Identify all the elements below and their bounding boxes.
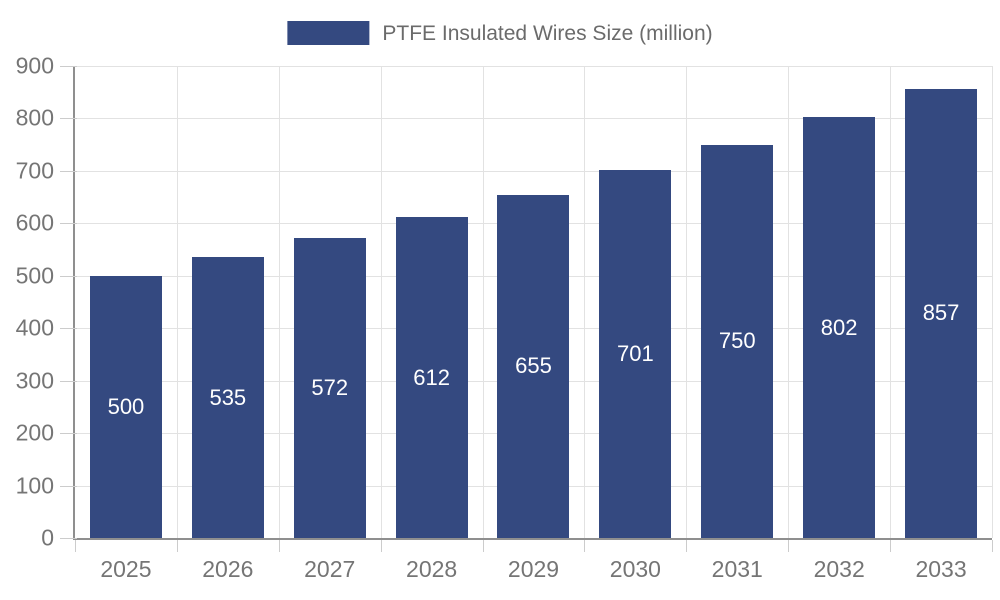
x-axis-tick <box>788 540 790 552</box>
gridline-vertical <box>380 66 382 538</box>
legend[interactable]: PTFE Insulated Wires Size (million) <box>287 21 713 45</box>
bar: 612 <box>395 217 468 538</box>
y-axis-tick-label: 900 <box>15 52 54 79</box>
bar-value-label: 857 <box>922 300 960 326</box>
bar-value-label: 701 <box>617 341 654 367</box>
bar-value-label: 500 <box>107 393 145 419</box>
bar-slot: 572 <box>279 66 381 538</box>
bar-value-label: 802 <box>820 314 858 340</box>
x-axis-tick <box>75 540 76 552</box>
gridline-horizontal <box>75 118 992 120</box>
gridline-vertical <box>890 66 892 538</box>
gridline-vertical <box>584 66 586 538</box>
y-axis-tick-label: 200 <box>15 419 54 446</box>
y-axis-tick <box>60 485 77 487</box>
bar-slot: 802 <box>788 66 890 538</box>
gridline-horizontal <box>75 66 992 67</box>
plot-area: 0 100 200 300 400 500 600 700 800 900 500 2025 535 20… <box>16 54 993 581</box>
y-axis-tick-label: 400 <box>15 314 54 341</box>
x-axis-tick <box>176 540 178 552</box>
y-axis-tick <box>60 275 77 277</box>
x-axis-tick <box>584 540 586 552</box>
y-axis-tick <box>60 170 77 172</box>
y-axis-tick-label: 800 <box>15 104 54 131</box>
legend-label: PTFE Insulated Wires Size (million) <box>382 21 713 45</box>
x-axis-tick <box>992 540 993 552</box>
x-axis-tick-label: 2027 <box>304 556 356 582</box>
bar-slot: 535 <box>177 66 279 538</box>
gridline-vertical <box>992 66 993 538</box>
bar-slot: 612 <box>381 66 483 538</box>
bar: 750 <box>701 144 774 538</box>
y-axis-tick <box>60 538 77 539</box>
x-axis-tick <box>890 540 892 552</box>
x-axis-tick <box>482 540 484 552</box>
bar: 500 <box>89 275 162 538</box>
bar-slot: 750 <box>686 66 788 538</box>
x-axis-tick-label: 2032 <box>813 556 865 582</box>
bar-value-label: 750 <box>718 328 756 354</box>
legend-swatch <box>287 21 370 45</box>
x-axis-tick-label: 2033 <box>915 556 967 582</box>
x-axis-tick-label: 2026 <box>202 556 254 582</box>
gridline-vertical <box>788 66 790 538</box>
bar-value-label: 572 <box>311 375 349 401</box>
y-axis-tick-label: 300 <box>15 367 54 394</box>
bar: 857 <box>905 88 978 538</box>
bar-value-label: 535 <box>209 384 247 410</box>
bar: 802 <box>803 117 876 538</box>
bar: 701 <box>599 170 672 538</box>
bar-slot: 857 <box>890 66 992 538</box>
y-axis-tick <box>60 433 77 435</box>
gridline-vertical <box>686 66 688 538</box>
gridline-horizontal <box>75 170 992 172</box>
y-axis-tick-label: 100 <box>15 472 54 499</box>
bar-slot: 655 <box>483 66 585 538</box>
bar-value-label: 655 <box>515 353 552 379</box>
y-axis-tick <box>60 118 77 120</box>
bar-slot: 500 <box>75 66 177 538</box>
y-axis-tick-label: 700 <box>15 157 54 184</box>
bar-value-label: 612 <box>413 364 450 390</box>
x-axis-tick-label: 2029 <box>507 556 560 582</box>
y-axis-tick-label: 600 <box>15 209 54 236</box>
x-axis-tick <box>686 540 688 552</box>
y-axis-tick <box>60 380 77 382</box>
bar: 535 <box>191 257 264 538</box>
x-axis-tick <box>380 540 382 552</box>
y-axis-tick-label: 500 <box>15 262 54 289</box>
bar-slot: 701 <box>584 66 686 538</box>
bar: 655 <box>497 194 570 538</box>
gridline-vertical <box>482 66 484 538</box>
y-axis-tick-label: 0 <box>41 524 54 551</box>
y-axis-tick <box>60 328 77 330</box>
x-axis-tick-label: 2031 <box>711 556 763 582</box>
gridline-vertical <box>176 66 178 538</box>
x-axis-tick-label: 2025 <box>100 556 152 582</box>
bar: 572 <box>293 238 366 538</box>
gridline-vertical <box>278 66 280 538</box>
x-axis-tick-label: 2030 <box>609 556 661 582</box>
y-axis-tick <box>60 66 77 67</box>
y-axis-tick <box>60 223 77 225</box>
x-axis-tick <box>278 540 280 552</box>
x-axis-tick-label: 2028 <box>406 556 458 582</box>
